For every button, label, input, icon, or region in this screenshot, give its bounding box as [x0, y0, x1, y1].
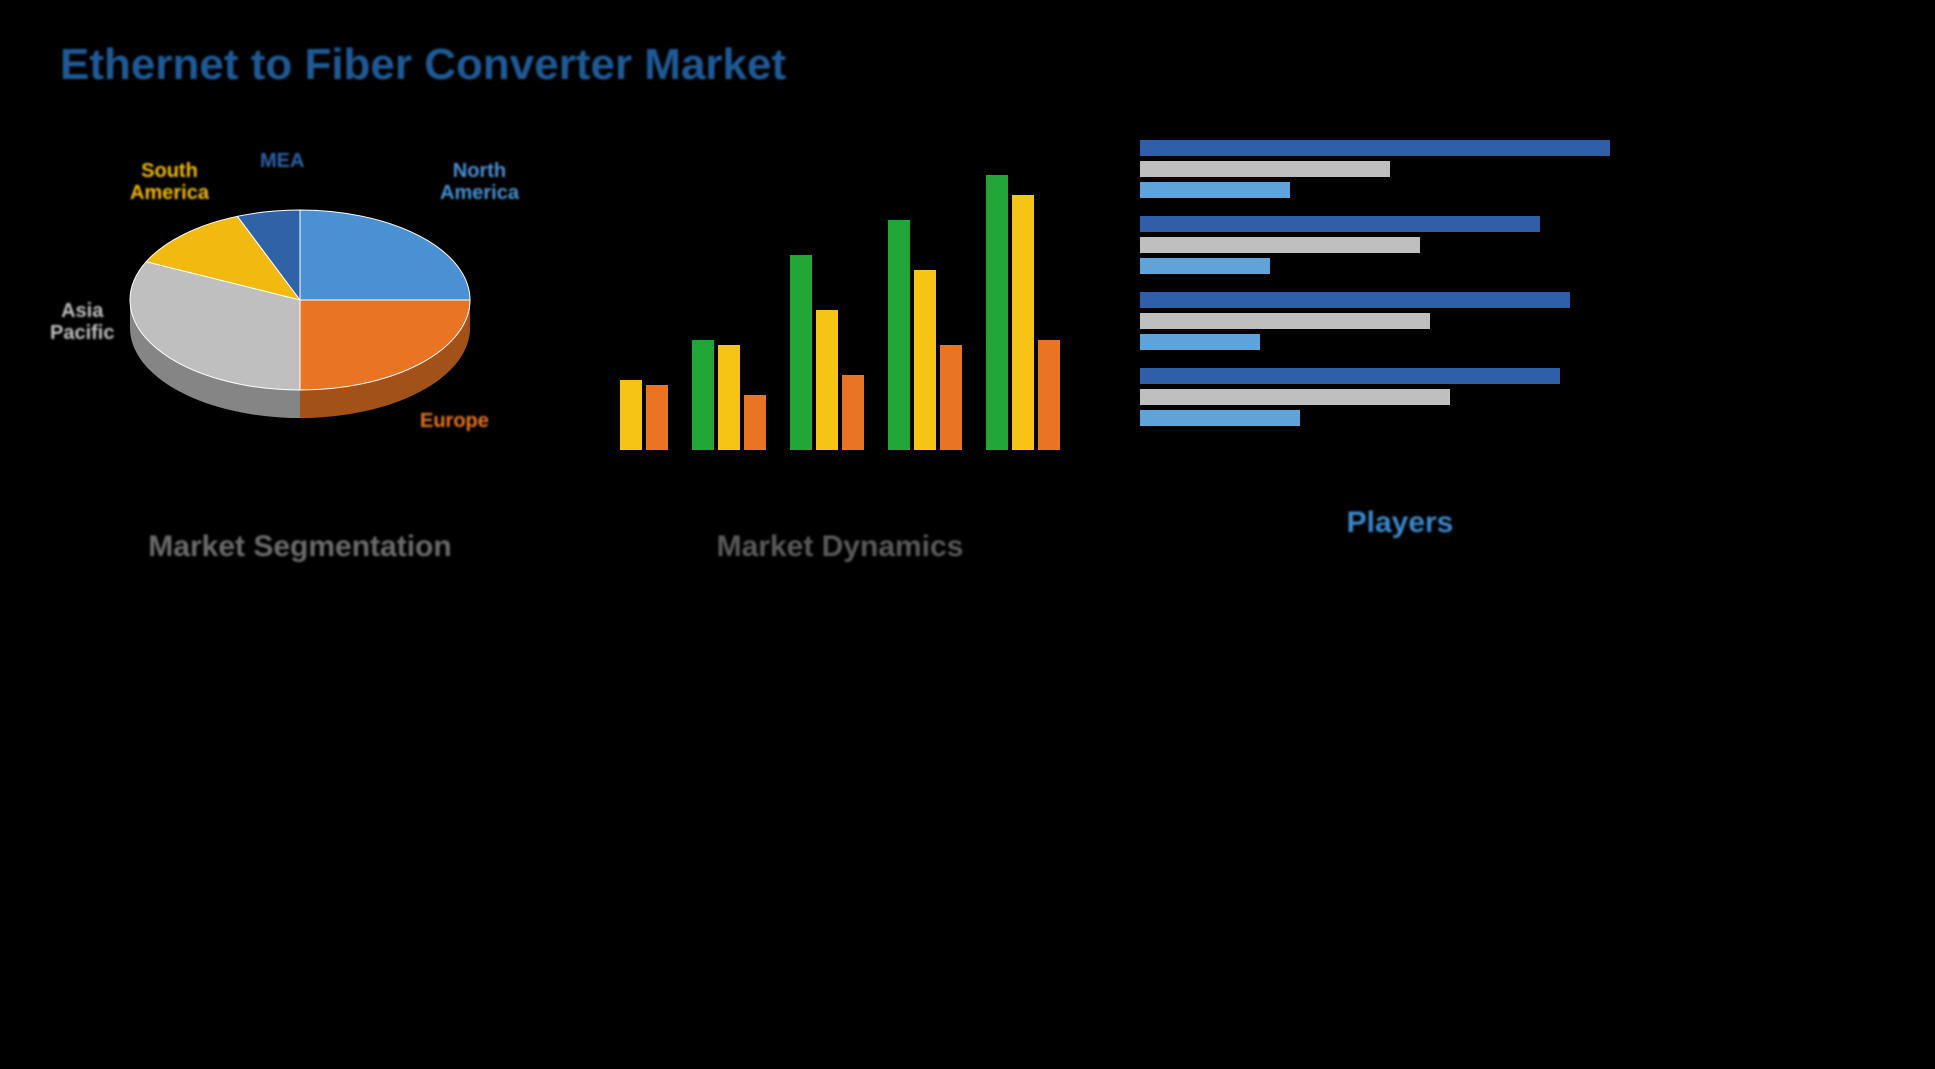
vbar — [1012, 195, 1034, 450]
hbar-row — [1140, 216, 1660, 274]
page-title: Ethernet to Fiber Converter Market — [60, 40, 1875, 90]
caption-dynamics: Market Dynamics — [717, 530, 964, 564]
vbar — [692, 340, 714, 450]
vbar — [816, 310, 838, 450]
hbar — [1140, 258, 1270, 274]
panels-row: NorthAmericaEuropeAsiaPacificSouthAmeric… — [60, 130, 1875, 564]
vbar-group — [790, 255, 864, 450]
vbar — [914, 270, 936, 450]
hbar — [1140, 389, 1450, 405]
pie-slice-label: SouthAmerica — [130, 160, 209, 204]
hbar — [1140, 410, 1300, 426]
vbar-group — [888, 220, 962, 450]
hbar — [1140, 237, 1420, 253]
hbar-chart — [1140, 130, 1660, 426]
vbar-group — [986, 175, 1060, 450]
caption-segmentation: Market Segmentation — [148, 530, 451, 564]
caption-players: Players — [1347, 506, 1454, 540]
hbar — [1140, 334, 1260, 350]
vbar — [646, 385, 668, 450]
hbar-row — [1140, 140, 1660, 198]
pie-slice — [300, 300, 470, 390]
vbar — [888, 220, 910, 450]
hbar — [1140, 182, 1290, 198]
hbar — [1140, 292, 1570, 308]
panel-market-segmentation: NorthAmericaEuropeAsiaPacificSouthAmeric… — [60, 130, 540, 564]
hbar — [1140, 161, 1390, 177]
pie-slice — [300, 210, 470, 300]
pie-slice-label: MEA — [260, 150, 304, 172]
vbar — [940, 345, 962, 450]
panel-market-dynamics: Market Dynamics — [600, 130, 1080, 564]
hbar-row — [1140, 368, 1660, 426]
vbar — [842, 375, 864, 450]
vbar — [986, 175, 1008, 450]
vbar-group — [620, 380, 668, 450]
vbar — [620, 380, 642, 450]
hbar — [1140, 368, 1560, 384]
vbar — [744, 395, 766, 450]
vbar-group — [692, 340, 766, 450]
hbar-row — [1140, 292, 1660, 350]
hbar — [1140, 216, 1540, 232]
pie-chart: NorthAmericaEuropeAsiaPacificSouthAmeric… — [60, 130, 540, 450]
hbar — [1140, 140, 1610, 156]
vbar — [790, 255, 812, 450]
pie-slice-label: Europe — [420, 410, 489, 432]
panel-players: Players — [1140, 130, 1660, 540]
vbar-chart — [600, 130, 1080, 450]
vbar — [718, 345, 740, 450]
pie-slice-label: AsiaPacific — [50, 300, 114, 344]
vbar — [1038, 340, 1060, 450]
hbar — [1140, 313, 1430, 329]
pie-slice-label: NorthAmerica — [440, 160, 519, 204]
